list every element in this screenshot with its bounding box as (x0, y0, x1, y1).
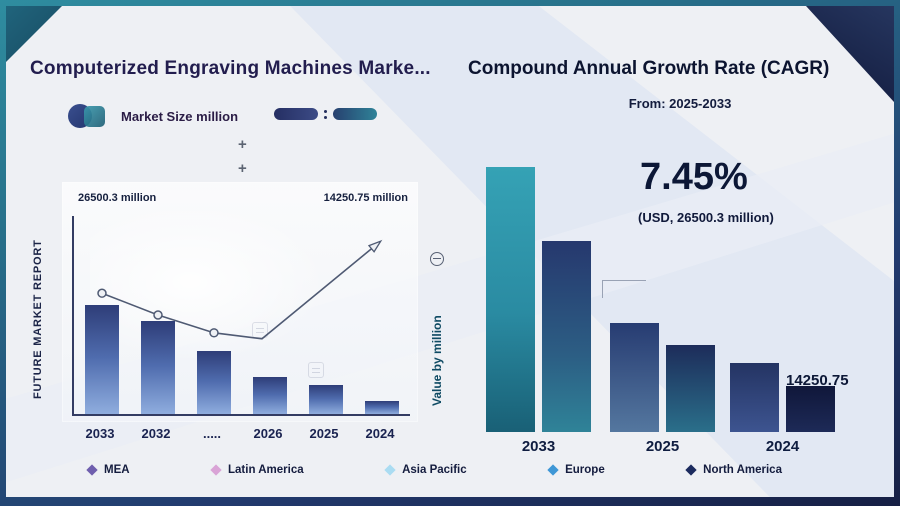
left-bar-slot (354, 294, 410, 414)
square-shape-icon (84, 106, 105, 127)
legend-diamond-icon (547, 464, 559, 476)
corner-triangle-top-left (6, 6, 62, 62)
left-bar-2024 (365, 401, 399, 414)
left-chart-end-annotation: 14250.75 million (323, 192, 408, 204)
right-bar-2033-secondary (542, 241, 591, 432)
legend-pills (274, 108, 377, 120)
left-chart-title: Computerized Engraving Machines Marke... (30, 58, 431, 79)
left-bar-slot (186, 294, 242, 414)
legend-row: MEA Latin America Asia Pacific Europe North … (86, 464, 782, 476)
right-bar-2024-secondary (786, 386, 835, 432)
legend-diamond-icon (384, 464, 396, 476)
watermark-grid-icon (308, 362, 324, 378)
left-bar-2033 (85, 305, 119, 414)
cagr-period-label: From: 2025-2033 (628, 96, 732, 111)
legend-diamond-icon (210, 464, 222, 476)
legend-item-mea[interactable]: MEA (86, 464, 130, 476)
legend-label: MEA (104, 464, 130, 476)
corner-triangle-top-right (806, 6, 894, 102)
pill-separator-icon (324, 109, 327, 119)
plus-decor-icon: + (238, 160, 247, 177)
market-size-icon (68, 102, 112, 130)
cagr-basis: (USD, 26500.3 million) (638, 210, 774, 225)
market-size-label: Market Size million (121, 108, 239, 124)
right-bar-2024-primary (730, 363, 779, 432)
left-bar-slot (130, 294, 186, 414)
legend-item-latin-america[interactable]: Latin America (210, 464, 304, 476)
minus-circle-icon (430, 252, 444, 266)
panel-highlight-blob (90, 210, 340, 370)
legend-pill-right (333, 108, 377, 120)
left-bar-..... (197, 351, 231, 414)
legend-diamond-icon (86, 464, 98, 476)
right-chart-annotation: 14250.75 (786, 372, 849, 389)
legend-label: Europe (565, 464, 605, 476)
left-x-label: 2033 (85, 426, 115, 441)
left-bar-2026 (253, 377, 287, 414)
legend-pill-left (274, 108, 318, 120)
right-chart: 2033 2025 2024 (460, 140, 894, 455)
infographic-canvas: Computerized Engraving Machines Marke...… (6, 6, 894, 497)
step-line-decor (602, 280, 646, 298)
legend-diamond-icon (685, 464, 697, 476)
left-x-label: ..... (202, 426, 222, 441)
right-bar-2033-primary (486, 167, 535, 432)
right-bar-group-2033: 2033 (486, 167, 591, 455)
trend-arrow-line (97, 239, 383, 340)
left-x-label: 2026 (253, 426, 283, 441)
right-x-label: 2033 (521, 438, 556, 455)
right-bar-group-2025: 2025 (610, 323, 715, 455)
left-bar-slot (242, 294, 298, 414)
plus-decor-icon: + (238, 136, 247, 153)
left-x-label: 2025 (309, 426, 339, 441)
right-x-label: 2025 (645, 438, 680, 455)
left-bar-slot (298, 294, 354, 414)
left-chart-plot (72, 216, 410, 416)
legend-item-asia-pacific[interactable]: Asia Pacific (384, 464, 467, 476)
right-bar-2025-primary (610, 323, 659, 432)
right-bar-2025-secondary (666, 345, 715, 432)
left-bar-2032 (141, 321, 175, 414)
right-x-label: 2024 (765, 438, 800, 455)
legend-label: Latin America (228, 464, 304, 476)
left-x-label: 2032 (141, 426, 171, 441)
watermark-grid-icon (252, 322, 268, 338)
left-chart-panel: 26500.3 million 14250.75 million (62, 182, 418, 422)
future-market-report-label: FUTURE MARKET REPORT (32, 239, 44, 399)
legend-item-europe[interactable]: Europe (547, 464, 605, 476)
left-bars (74, 294, 410, 414)
left-chart-max-annotation: 26500.3 million (78, 192, 157, 204)
value-axis-label: Value by million (430, 315, 444, 407)
cagr-title: Compound Annual Growth Rate (CAGR) (468, 58, 830, 79)
legend-label: Asia Pacific (402, 464, 467, 476)
left-bar-slot (74, 294, 130, 414)
left-bar-2025 (309, 385, 343, 414)
right-bar-group-2024: 2024 (730, 363, 835, 455)
cagr-value: 7.45% (640, 156, 748, 198)
legend-label: North America (703, 464, 782, 476)
left-x-axis-labels: 2033 2032..... 2026 2025 2024 (72, 426, 408, 441)
legend-item-north-america[interactable]: North America (685, 464, 782, 476)
left-x-label: 2024 (365, 426, 395, 441)
market-size-legend: Market Size million (68, 102, 238, 130)
